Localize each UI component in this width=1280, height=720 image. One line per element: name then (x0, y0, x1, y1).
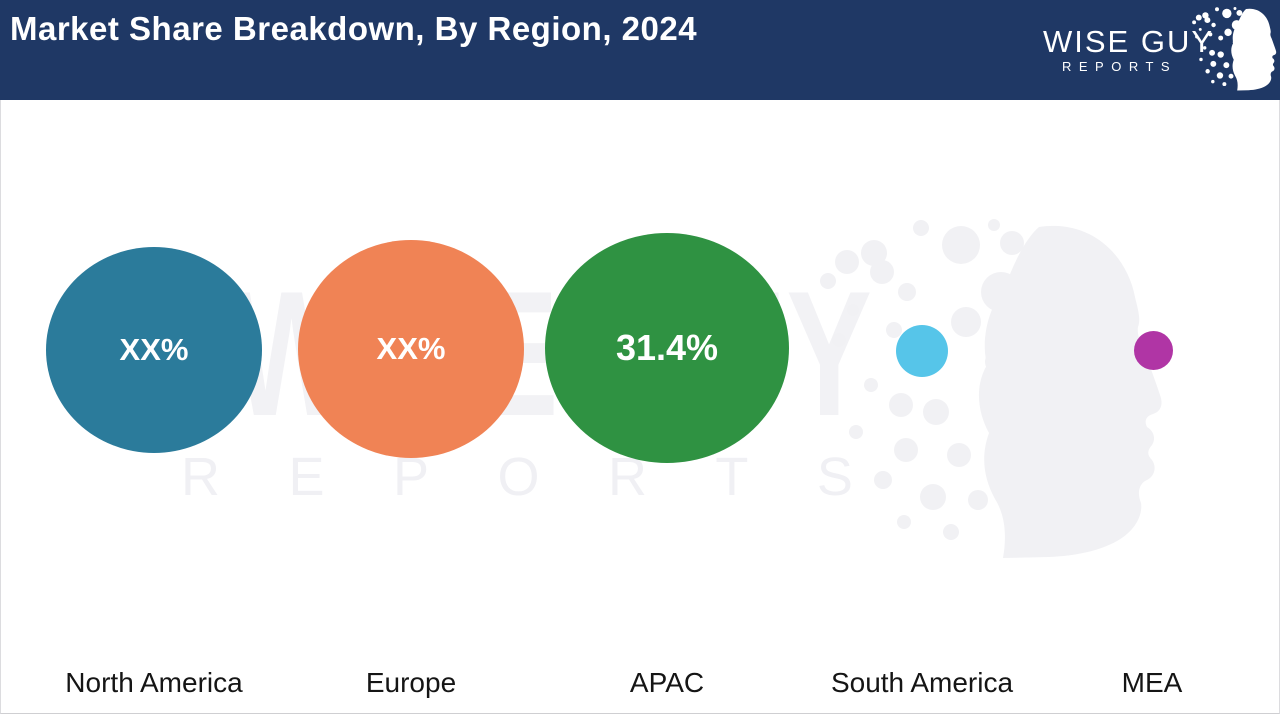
category-label-north-america: North America (65, 667, 243, 698)
watermark-letter: P (392, 447, 429, 507)
category-label-south-america: South America (830, 667, 1014, 698)
bubble-value-label: 31.4% (615, 327, 719, 368)
category-label-apac: APAC (629, 667, 705, 698)
bubble-north-america: XX% (46, 247, 262, 453)
bubble-europe: XX% (298, 240, 524, 458)
category-label-europe: Europe (365, 667, 457, 698)
watermark-letter: O (497, 447, 540, 507)
brand-face-icon (1185, 6, 1280, 91)
bubble-value-label: XX% (119, 332, 189, 367)
watermark-face-icon (791, 215, 1181, 560)
watermark-reports-text: R E P O R T S (181, 450, 853, 504)
header-bar: Market Share Breakdown, By Region, 2024 … (0, 0, 1280, 100)
watermark-letter: T (715, 447, 749, 507)
bubble-south-america (896, 325, 948, 377)
brand-subtitle: REPORTS (1062, 59, 1178, 74)
chart-canvas: WISE GUY R E P O R T S XX% XX% 31.4% Nor… (0, 100, 1280, 714)
bubble-apac: 31.4% (545, 233, 789, 463)
watermark-letter: R (181, 447, 220, 507)
bubble-value-label: XX% (376, 331, 446, 366)
bubble-mea (1134, 331, 1173, 370)
brand-name: WISE GUY (1043, 24, 1215, 59)
page-title: Market Share Breakdown, By Region, 2024 (10, 10, 698, 47)
category-label-mea: MEA (1121, 667, 1183, 698)
watermark-letter: S (816, 447, 853, 507)
watermark-letter: E (288, 447, 325, 507)
